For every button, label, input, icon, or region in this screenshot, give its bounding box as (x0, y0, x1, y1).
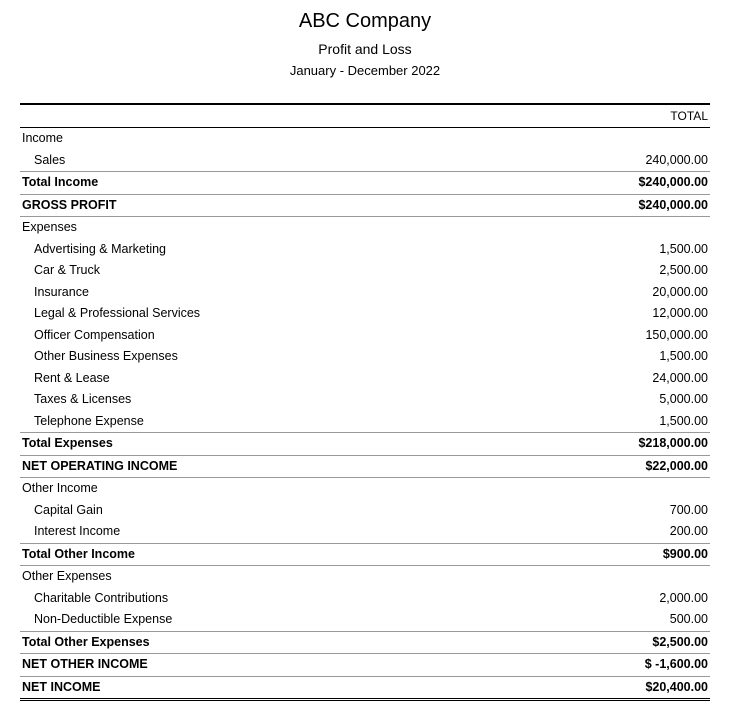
gross-profit-amount: $240,000.00 (512, 194, 710, 217)
item-amount: 1,500.00 (512, 346, 710, 368)
item-label: Officer Compensation (20, 325, 512, 347)
total-expenses-label: Total Expenses (20, 433, 512, 456)
line-item: Non-Deductible Expense500.00 (20, 609, 710, 631)
item-amount: 24,000.00 (512, 368, 710, 390)
other-expenses-header: Other Expenses (20, 566, 512, 588)
other-expenses-header-row: Other Expenses (20, 566, 710, 588)
report-period: January - December 2022 (20, 63, 710, 78)
report-title: Profit and Loss (20, 41, 710, 57)
item-label: Insurance (20, 282, 512, 304)
item-label: Legal & Professional Services (20, 303, 512, 325)
expenses-header-row: Expenses (20, 217, 710, 239)
total-other-expenses-row: Total Other Expenses $2,500.00 (20, 631, 710, 654)
total-other-income-label: Total Other Income (20, 543, 512, 566)
pl-table: TOTAL Income Sales 240,000.00 Total Inco… (20, 103, 710, 701)
item-label: Non-Deductible Expense (20, 609, 512, 631)
total-income-row: Total Income $240,000.00 (20, 172, 710, 195)
line-item: Car & Truck2,500.00 (20, 260, 710, 282)
net-other-row: NET OTHER INCOME $ -1,600.00 (20, 654, 710, 677)
item-label: Interest Income (20, 521, 512, 543)
item-amount: 150,000.00 (512, 325, 710, 347)
line-item: Advertising & Marketing1,500.00 (20, 239, 710, 261)
item-amount: 240,000.00 (512, 150, 710, 172)
total-other-income-row: Total Other Income $900.00 (20, 543, 710, 566)
column-header-total: TOTAL (512, 104, 710, 128)
line-item: Other Business Expenses1,500.00 (20, 346, 710, 368)
item-label: Advertising & Marketing (20, 239, 512, 261)
line-item: Legal & Professional Services12,000.00 (20, 303, 710, 325)
net-income-amount: $20,400.00 (512, 676, 710, 700)
item-label: Taxes & Licenses (20, 389, 512, 411)
item-label: Rent & Lease (20, 368, 512, 390)
net-income-label: NET INCOME (20, 676, 512, 700)
line-item: Taxes & Licenses5,000.00 (20, 389, 710, 411)
net-operating-label: NET OPERATING INCOME (20, 455, 512, 478)
total-income-amount: $240,000.00 (512, 172, 710, 195)
total-other-expenses-amount: $2,500.00 (512, 631, 710, 654)
net-operating-row: NET OPERATING INCOME $22,000.00 (20, 455, 710, 478)
total-other-expenses-label: Total Other Expenses (20, 631, 512, 654)
column-header-label (20, 104, 512, 128)
item-amount: 1,500.00 (512, 239, 710, 261)
total-other-income-amount: $900.00 (512, 543, 710, 566)
line-item: Rent & Lease24,000.00 (20, 368, 710, 390)
other-income-header-row: Other Income (20, 478, 710, 500)
line-item: Sales 240,000.00 (20, 150, 710, 172)
other-income-header: Other Income (20, 478, 512, 500)
line-item: Capital Gain700.00 (20, 500, 710, 522)
item-amount: 1,500.00 (512, 411, 710, 433)
item-amount: 2,000.00 (512, 588, 710, 610)
total-income-label: Total Income (20, 172, 512, 195)
item-amount: 12,000.00 (512, 303, 710, 325)
line-item: Insurance20,000.00 (20, 282, 710, 304)
item-amount: 2,500.00 (512, 260, 710, 282)
expenses-header: Expenses (20, 217, 512, 239)
item-label: Other Business Expenses (20, 346, 512, 368)
item-label: Sales (20, 150, 512, 172)
line-item: Officer Compensation150,000.00 (20, 325, 710, 347)
income-header: Income (20, 128, 512, 150)
total-expenses-row: Total Expenses $218,000.00 (20, 433, 710, 456)
item-label: Car & Truck (20, 260, 512, 282)
total-expenses-amount: $218,000.00 (512, 433, 710, 456)
item-amount: 5,000.00 (512, 389, 710, 411)
item-amount: 20,000.00 (512, 282, 710, 304)
item-label: Capital Gain (20, 500, 512, 522)
line-item: Charitable Contributions2,000.00 (20, 588, 710, 610)
item-amount: 200.00 (512, 521, 710, 543)
company-name: ABC Company (20, 10, 710, 33)
item-label: Telephone Expense (20, 411, 512, 433)
net-other-label: NET OTHER INCOME (20, 654, 512, 677)
gross-profit-label: GROSS PROFIT (20, 194, 512, 217)
item-amount: 700.00 (512, 500, 710, 522)
item-amount: 500.00 (512, 609, 710, 631)
line-item: Interest Income200.00 (20, 521, 710, 543)
net-operating-amount: $22,000.00 (512, 455, 710, 478)
income-header-row: Income (20, 128, 710, 150)
line-item: Telephone Expense1,500.00 (20, 411, 710, 433)
net-income-row: NET INCOME $20,400.00 (20, 676, 710, 700)
report-header: ABC Company Profit and Loss January - De… (20, 10, 710, 78)
item-label: Charitable Contributions (20, 588, 512, 610)
gross-profit-row: GROSS PROFIT $240,000.00 (20, 194, 710, 217)
net-other-amount: $ -1,600.00 (512, 654, 710, 677)
